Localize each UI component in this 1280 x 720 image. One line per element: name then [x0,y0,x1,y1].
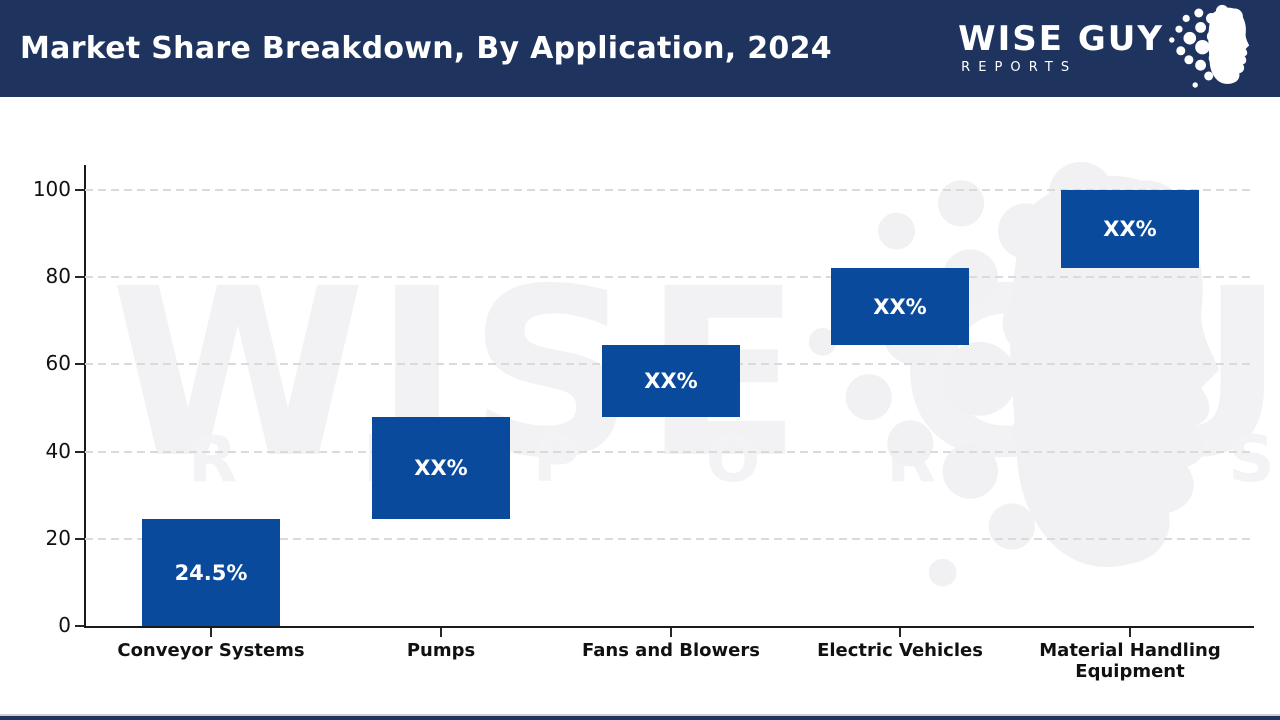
x-tick-mark [1129,628,1131,637]
brand-name: WISE GUY [958,19,1164,59]
x-category-label-fans-and-blowers: Fans and Blowers [582,640,760,661]
y-tick-mark [75,625,84,627]
y-tick-label: 40 [45,438,71,463]
bar-value-label-fans-and-blowers: XX% [644,368,698,393]
y-tick-mark [75,276,84,279]
bar-electric-vehicles [831,268,969,345]
bar-value-label-electric-vehicles: XX% [873,294,927,319]
y-tick-label: 80 [45,264,71,289]
gridline-100 [85,189,1253,191]
bar-value-label-pumps: XX% [414,455,468,480]
x-axis-line [84,626,1254,628]
y-axis-line [84,165,86,628]
x-tick-mark [670,628,672,637]
brand-subtitle: REPORTS [961,60,1078,75]
gridline-20 [85,537,1253,540]
bar-conveyor-systems [142,519,280,626]
bar-value-label-conveyor-systems: 24.5% [174,560,248,585]
y-tick-label: 100 [32,177,71,201]
x-category-label-conveyor-systems: Conveyor Systems [117,640,305,661]
x-tick-mark [440,628,442,637]
y-tick-mark [75,450,84,453]
bar-fans-and-blowers [602,344,740,417]
x-category-label-electric-vehicles: Electric Vehicles [817,640,983,661]
y-tick-label: 20 [45,525,71,550]
x-category-label-material-handling-equipment: Material Handling Equipment [1039,640,1221,683]
bar-pumps [372,416,510,520]
gridline-80 [85,276,1253,279]
x-category-label-pumps: Pumps [406,640,476,661]
x-tick-mark [210,628,212,637]
brand-logo-text: WISE GUY REPORTS [958,22,1164,75]
bar-value-label-material-handling-equipment: XX% [1103,217,1157,242]
y-tick-label: 0 [58,613,71,637]
page-title: Market Share Breakdown, By Application, … [20,31,832,66]
footer-bar [0,714,1280,720]
bar-material-handling-equipment [1061,190,1199,269]
y-tick-mark [75,537,84,540]
gridline-40 [85,450,1253,453]
y-tick-label: 60 [45,351,71,376]
y-tick-mark [75,189,84,191]
brand-logo: WISE GUY REPORTS [958,4,1254,94]
header: Market Share Breakdown, By Application, … [0,0,1280,97]
x-tick-mark [899,628,901,637]
y-tick-mark [75,363,84,366]
